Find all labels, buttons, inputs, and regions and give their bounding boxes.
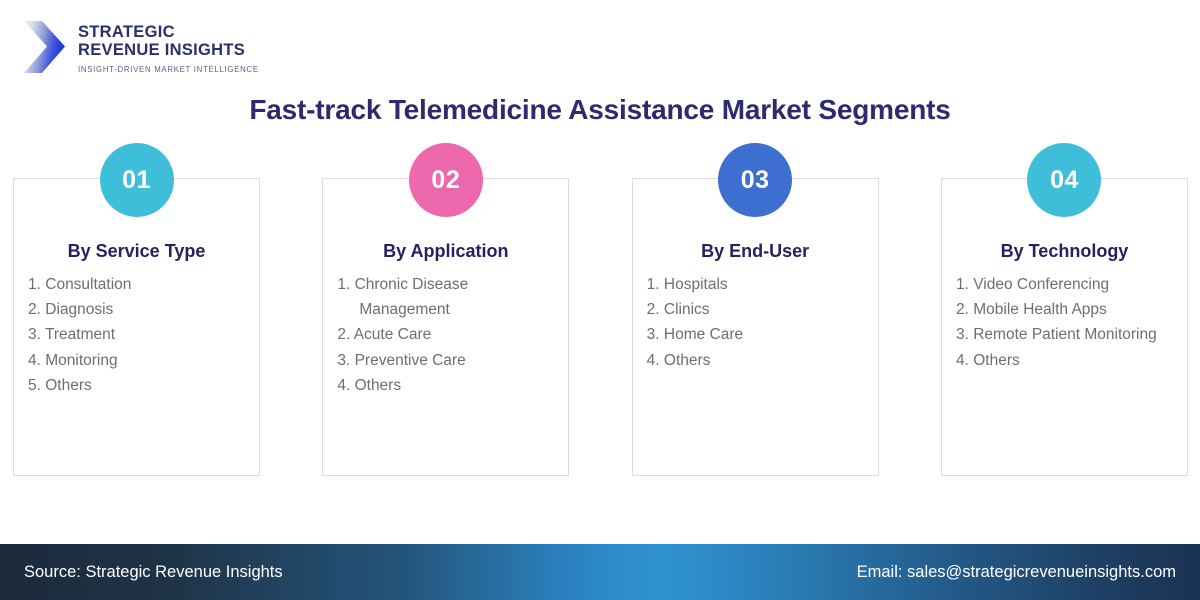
list-item: 2. Acute Care [337, 322, 556, 347]
list-item-label: Home Care [663, 326, 744, 344]
list-item: 2. Diagnosis [28, 297, 247, 322]
list-item-number: 1. [28, 276, 41, 293]
logo-tagline: INSIGHT-DRIVEN MARKET INTELLIGENCE [78, 64, 259, 74]
segment-heading: By Service Type [67, 241, 206, 261]
list-item-number: 2. [28, 301, 41, 319]
segment-card: 01 By Service Type 1. Consultation 2. Di… [13, 143, 260, 476]
list-item-label: Mobile Health Apps [973, 301, 1107, 319]
segment-number-badge: 04 [1027, 143, 1102, 217]
list-item: 5. Others [28, 373, 247, 398]
list-item-number: 1. [955, 276, 969, 293]
logo-line-2: REVENUE INSIGHTS [78, 40, 246, 59]
segment-item-list: 1. Chronic Disease Management 2. Acute C… [323, 272, 568, 398]
segment-card: 02 By Application 1. Chronic Disease Man… [322, 143, 570, 476]
list-item-number: 3. [28, 326, 41, 344]
list-item-number: 4. [955, 351, 969, 369]
list-item-label: Consultation [45, 276, 132, 293]
list-item-label: Acute Care [353, 326, 432, 344]
segment-card: 03 By End-User 1. Hospitals 2. Clinics 3… [631, 143, 879, 476]
list-item-number: 1. [337, 276, 351, 293]
list-item: 2. Mobile Health Apps [956, 297, 1175, 322]
list-item-label: Others [354, 376, 402, 394]
footer-email-text: Email: sales@strategicrevenueinsights.co… [856, 562, 1176, 581]
list-item-label: Remote Patient Monitoring [973, 326, 1157, 344]
segment-heading: By Technology [1000, 241, 1129, 261]
segment-cards-row: 01 By Service Type 1. Consultation 2. Di… [13, 143, 1188, 476]
logo-line-1: STRATEGIC [78, 22, 175, 41]
list-item-label: Preventive Care [354, 351, 466, 369]
list-item-number: 4. [337, 376, 351, 394]
list-item: 1. Chronic Disease Management [337, 272, 556, 322]
list-item: 4. Others [956, 348, 1175, 373]
list-item-number: 2. [955, 301, 969, 319]
segment-heading: By End-User [701, 241, 810, 261]
list-item-number: 3. [337, 351, 351, 369]
list-item: 4. Monitoring [28, 348, 247, 373]
list-item: 1. Hospitals [647, 272, 866, 297]
segment-item-list: 1. Video Conferencing 2. Mobile Health A… [942, 272, 1187, 373]
list-item: 2. Clinics [647, 297, 866, 322]
list-item: 3. Preventive Care [337, 348, 556, 373]
list-item-label: Chronic Disease Management [354, 276, 469, 319]
list-item-label: Hospitals [663, 276, 728, 293]
footer-bar: Source: Strategic Revenue Insights Email… [0, 544, 1200, 600]
segment-number-badge: 02 [408, 143, 483, 217]
segment-item-list: 1. Consultation 2. Diagnosis 3. Treatmen… [14, 272, 259, 398]
list-item-number: 4. [28, 351, 41, 369]
segment-number-badge: 03 [718, 143, 793, 217]
brand-logo: STRATEGIC REVENUE INSIGHTS INSIGHT-DRIVE… [22, 18, 259, 76]
list-item-label: Monitoring [45, 351, 118, 369]
list-item: 3. Home Care [647, 322, 866, 347]
list-item-label: Diagnosis [45, 301, 114, 319]
segment-card: 04 By Technology 1. Video Conferencing 2… [940, 143, 1188, 476]
list-item: 4. Others [337, 373, 556, 398]
segment-number-badge: 01 [99, 143, 174, 217]
list-item: 4. Others [647, 348, 866, 373]
list-item-label: Video Conferencing [973, 276, 1110, 293]
list-item-number: 4. [646, 351, 660, 369]
list-item-number: 3. [646, 326, 660, 344]
list-item: 3. Treatment [28, 322, 247, 347]
list-item-label: Others [663, 351, 711, 369]
list-item-label: Clinics [663, 301, 710, 319]
segment-heading: By Application [383, 241, 509, 261]
list-item: 1. Consultation [28, 272, 247, 297]
list-item-number: 1. [646, 276, 660, 293]
footer-source-text: Source: Strategic Revenue Insights [24, 562, 283, 581]
page-title: Fast-track Telemedicine Assistance Marke… [249, 94, 951, 125]
list-item-number: 2. [337, 326, 351, 344]
list-item-number: 2. [646, 301, 660, 319]
list-item-label: Others [45, 376, 92, 394]
list-item-number: 3. [955, 326, 969, 344]
list-item-label: Treatment [44, 326, 116, 344]
list-item: 3. Remote Patient Monitoring [956, 322, 1175, 347]
list-item-label: Others [973, 351, 1020, 369]
segment-item-list: 1. Hospitals 2. Clinics 3. Home Care 4. … [633, 272, 878, 373]
list-item: 1. Video Conferencing [956, 272, 1175, 297]
list-item-number: 5. [28, 376, 41, 394]
chevron-arrow-logo-icon [24, 21, 65, 73]
